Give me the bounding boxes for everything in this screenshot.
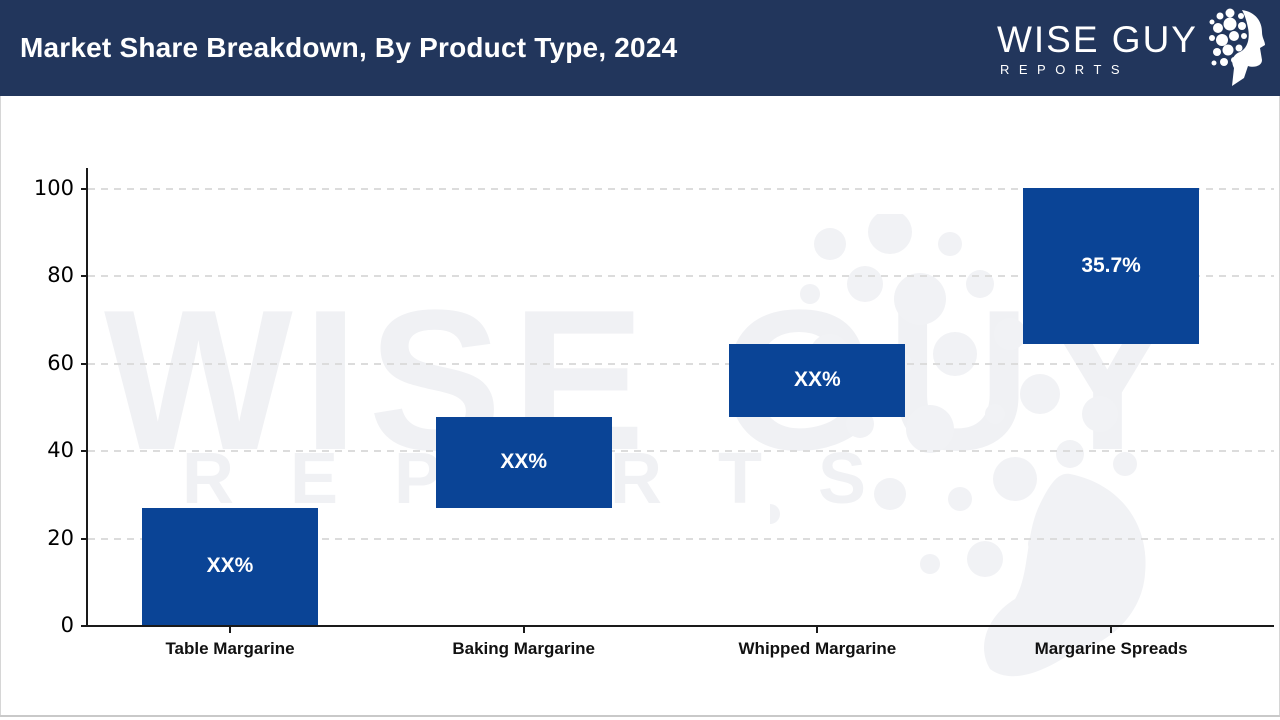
bar-table-margarine: XX% [142,507,318,625]
header: Market Share Breakdown, By Product Type,… [0,0,1280,96]
bar-margarine-spreads-text: 35.7% [1081,254,1141,277]
bar-margarine-spreads: 35.7% [1023,188,1200,344]
gridline-60 [88,362,1274,365]
y-tick-label-60: 60 [47,350,74,375]
logo-head-icon [1209,8,1265,86]
x-tick-1 [522,627,525,633]
gridline-100 [88,188,1274,190]
x-tick-2 [816,627,819,633]
y-tick-100 [81,188,88,190]
y-tick-80 [81,275,88,278]
y-axis-line [86,168,88,627]
x-label-0: Table Margarine [165,639,295,658]
logo-line1: WISE GUY [996,18,1198,60]
logo-line2: REPORTS [999,61,1130,77]
chart-title: Market Share Breakdown, By Product Type,… [20,32,678,63]
gridline-40 [88,450,1274,453]
x-tick-0 [229,627,231,633]
y-tick-20 [81,537,88,540]
y-tick-label-100: 100 [33,176,74,200]
gridline-20 [88,537,1274,540]
watermark-text-line1: WISE GUY [104,269,1185,492]
y-tick-40 [81,450,88,453]
x-label-2: Whipped Margarine [738,639,897,658]
bar-table-margarine-text: XX% [206,554,254,578]
x-tick-3 [1110,627,1113,633]
y-tick-label-80: 80 [47,263,74,288]
bar-baking-margarine-text: XX% [500,450,548,474]
frame-bottom-rule [0,715,1280,717]
wise-guy-logo: WISE GUY REPORTS [997,8,1266,88]
bar-whipped-margarine-text: XX% [794,368,841,392]
y-tick-label-20: 20 [47,525,74,550]
y-tick-label-40: 40 [47,438,74,463]
x-axis-line [86,625,1274,627]
y-tick-60 [81,362,88,365]
y-tick-label-0: 0 [60,613,74,637]
bar-whipped-margarine: XX% [729,344,906,417]
x-label-1: Baking Margarine [452,639,596,658]
frame-left [0,96,1,716]
y-tick-0 [81,625,88,627]
x-label-3: Margarine Spreads [1034,639,1188,658]
gridline-80 [88,275,1274,278]
bar-baking-margarine: XX% [435,416,612,508]
logo-wordmark: WISE GUY REPORTS [997,21,1198,76]
